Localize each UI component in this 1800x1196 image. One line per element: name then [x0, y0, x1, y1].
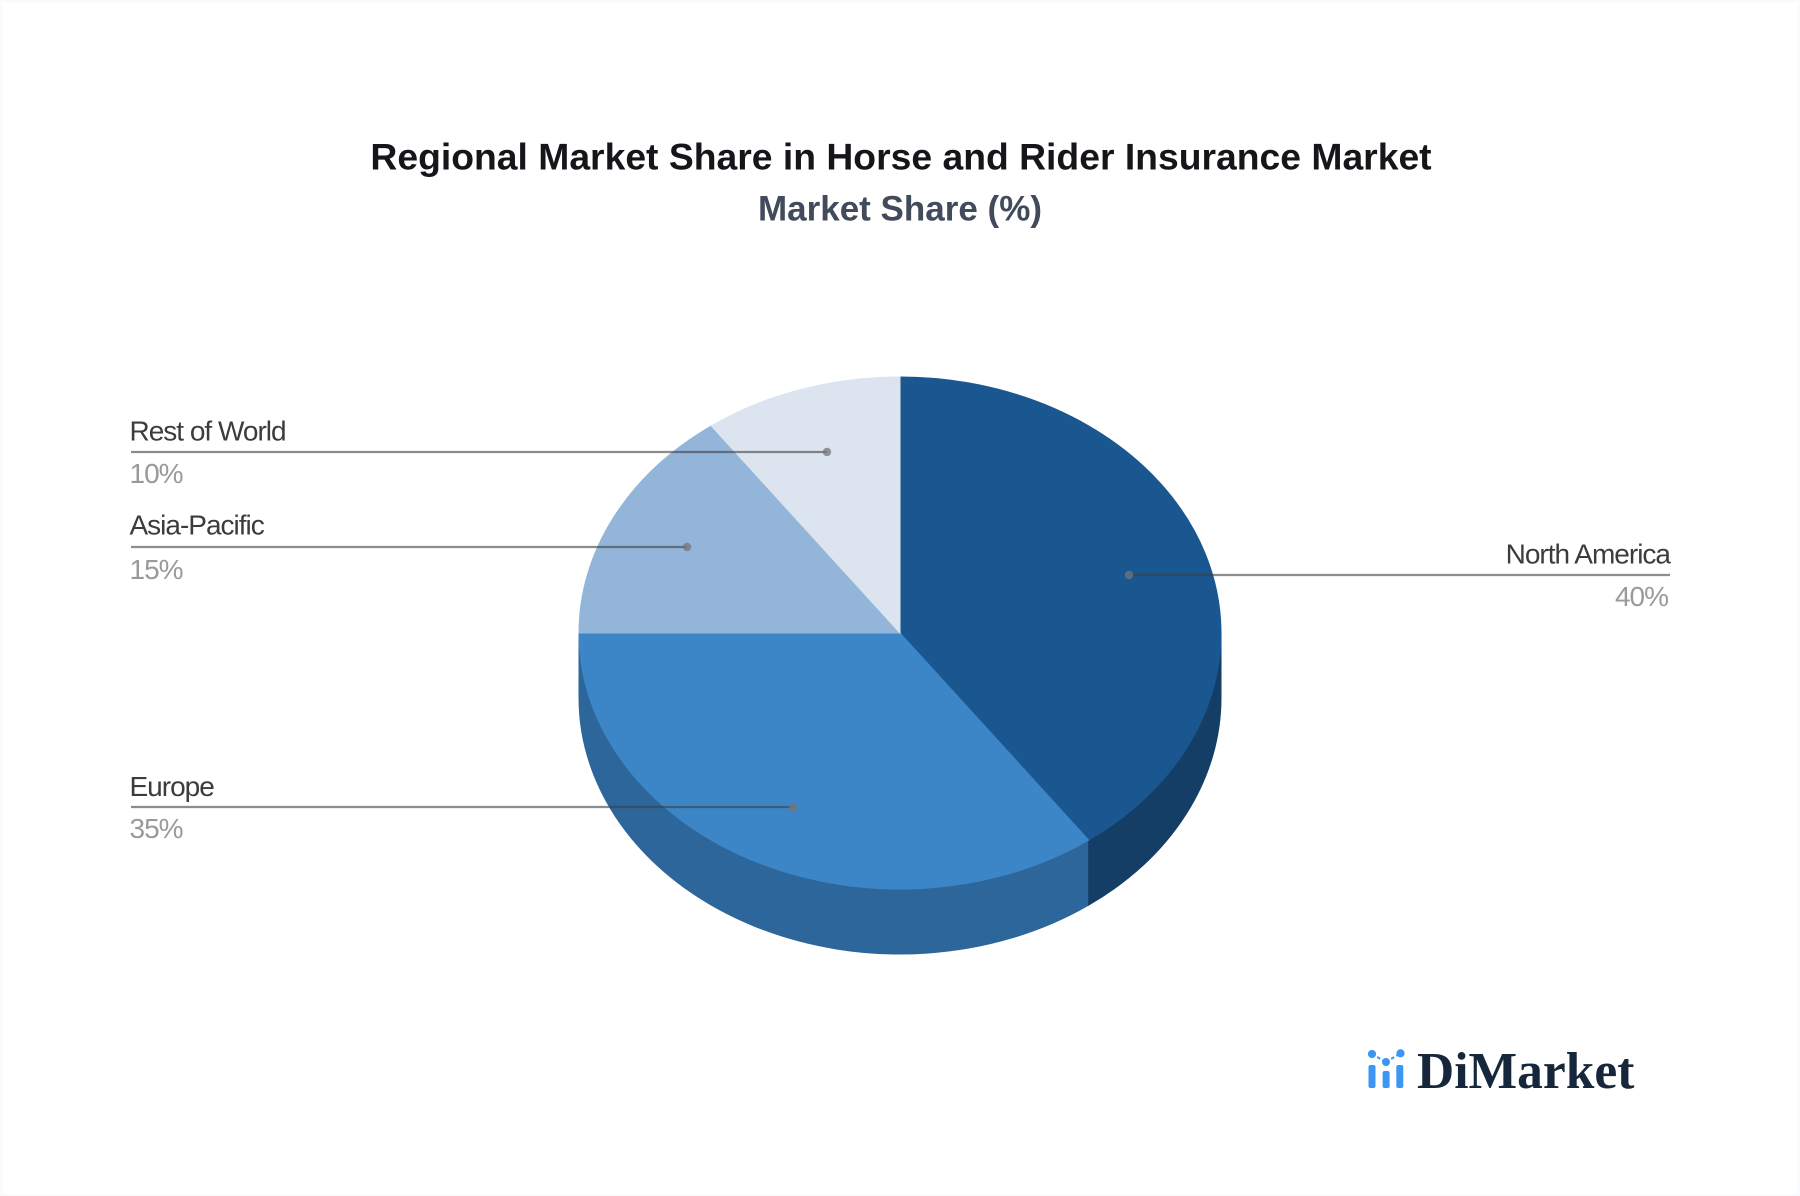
svg-text:Market Share (%): Market Share (%) — [758, 190, 1042, 229]
svg-text:40%: 40% — [1615, 581, 1668, 612]
svg-text:North America: North America — [1506, 539, 1672, 570]
svg-text:Regional Market Share in Horse: Regional Market Share in Horse and Rider… — [370, 136, 1431, 178]
svg-text:Europe: Europe — [130, 771, 215, 802]
svg-text:10%: 10% — [130, 458, 183, 489]
svg-text:35%: 35% — [130, 813, 183, 844]
svg-text:Asia-Pacific: Asia-Pacific — [130, 510, 265, 541]
svg-text:Rest of World: Rest of World — [130, 416, 286, 447]
svg-text:15%: 15% — [130, 554, 183, 585]
svg-text:DiMarket: DiMarket — [1417, 1043, 1634, 1100]
